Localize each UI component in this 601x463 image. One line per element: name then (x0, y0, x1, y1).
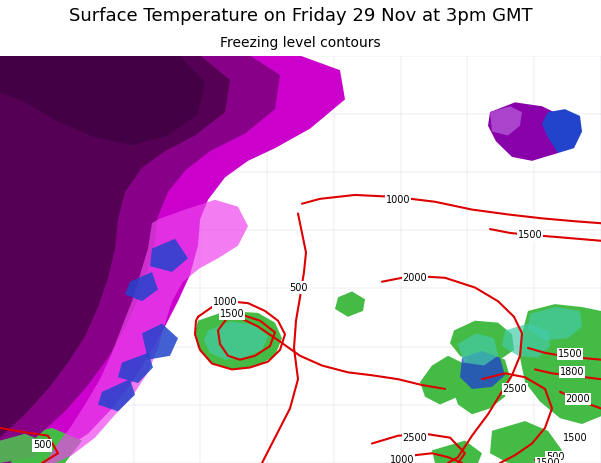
Text: 500: 500 (546, 452, 564, 462)
Text: 1500: 1500 (535, 458, 560, 463)
Text: 2500: 2500 (403, 432, 427, 443)
Text: 2000: 2000 (403, 273, 427, 283)
Text: Freezing level contours: Freezing level contours (220, 36, 381, 50)
Polygon shape (0, 56, 280, 463)
Polygon shape (432, 441, 482, 463)
Text: Surface Temperature on Friday 29 Nov at 3pm GMT: Surface Temperature on Friday 29 Nov at … (69, 6, 532, 25)
Polygon shape (0, 434, 42, 463)
Polygon shape (0, 56, 345, 463)
Polygon shape (542, 109, 582, 153)
Polygon shape (335, 291, 365, 317)
Polygon shape (528, 307, 582, 340)
Polygon shape (452, 353, 510, 414)
Polygon shape (0, 428, 82, 463)
Polygon shape (458, 333, 498, 365)
Polygon shape (45, 200, 248, 463)
Polygon shape (150, 239, 188, 272)
Text: 1500: 1500 (220, 309, 245, 319)
Text: 2500: 2500 (502, 384, 527, 394)
Polygon shape (204, 322, 268, 360)
Polygon shape (195, 311, 282, 369)
Polygon shape (98, 379, 135, 411)
Polygon shape (0, 56, 230, 438)
Text: 1500: 1500 (558, 349, 582, 359)
Text: 500: 500 (32, 440, 51, 450)
Text: 1500: 1500 (563, 432, 587, 443)
Text: 1000: 1000 (213, 297, 237, 307)
Text: 1000: 1000 (386, 195, 410, 205)
Text: 1000: 1000 (390, 455, 414, 463)
Text: 1800: 1800 (560, 367, 584, 377)
Text: 2000: 2000 (566, 394, 590, 404)
Polygon shape (450, 321, 514, 365)
Polygon shape (460, 351, 505, 389)
Text: 500: 500 (288, 282, 307, 293)
Polygon shape (502, 324, 550, 358)
Polygon shape (490, 106, 522, 136)
Polygon shape (118, 353, 153, 383)
Text: 1500: 1500 (517, 230, 542, 240)
Polygon shape (0, 56, 205, 145)
Polygon shape (125, 272, 158, 301)
Polygon shape (520, 304, 601, 424)
Polygon shape (490, 421, 562, 463)
Polygon shape (420, 356, 465, 405)
Polygon shape (142, 324, 178, 360)
Polygon shape (488, 102, 568, 161)
